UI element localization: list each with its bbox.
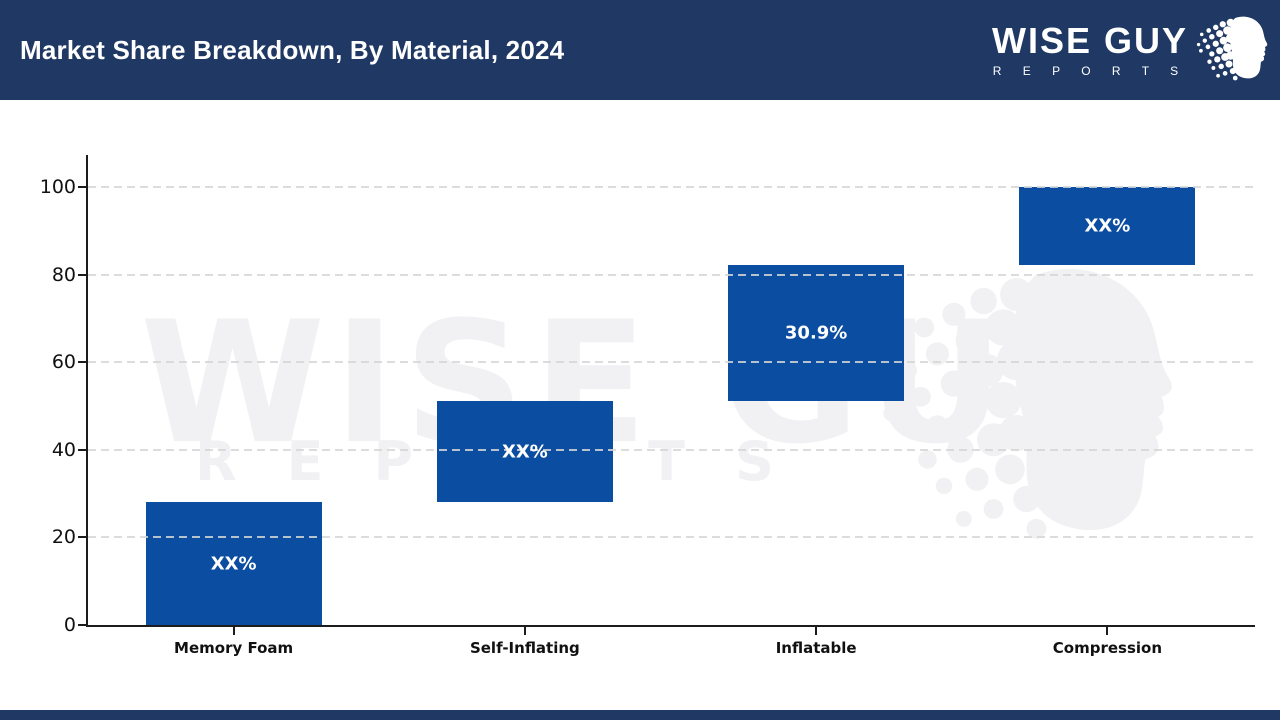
x-tick-mark bbox=[1106, 627, 1109, 635]
x-axis-line bbox=[86, 625, 1255, 627]
y-tick-label: 100 bbox=[39, 176, 76, 198]
y-tick-label: 20 bbox=[51, 526, 76, 549]
y-tick-mark bbox=[78, 448, 86, 451]
y-tick-label: 80 bbox=[51, 263, 76, 286]
x-tick-mark bbox=[523, 627, 526, 635]
x-tick-mark bbox=[232, 627, 235, 635]
bar-segment bbox=[436, 400, 613, 503]
gridline bbox=[88, 361, 1253, 364]
y-tick-label: 0 bbox=[63, 614, 76, 636]
gridline bbox=[88, 536, 1253, 539]
plot-area: 0 20 40 60 80 100 XX% Memory Foam XX% Self-Inflat… bbox=[40, 155, 1255, 657]
y-tick-mark bbox=[78, 361, 86, 364]
y-tick-label: 40 bbox=[51, 438, 76, 461]
y-tick-mark bbox=[78, 273, 86, 276]
y-tick-label: 60 bbox=[51, 351, 76, 374]
bar-segment bbox=[1019, 187, 1196, 266]
x-category-label: Self-Inflating bbox=[469, 639, 580, 657]
bar-segment bbox=[728, 265, 905, 401]
y-tick-mark bbox=[78, 536, 86, 539]
page-title: Market Share Breakdown, By Material, 202… bbox=[20, 34, 565, 65]
x-tick-mark bbox=[815, 627, 818, 635]
y-tick-mark bbox=[78, 186, 86, 188]
gridline bbox=[88, 448, 1253, 451]
x-category-label: Compression bbox=[1052, 639, 1162, 657]
bar-value-label: XX% bbox=[501, 441, 548, 463]
y-tick-mark bbox=[78, 624, 86, 626]
dotted-head-profile-icon bbox=[1196, 16, 1268, 81]
footer-bar bbox=[0, 710, 1280, 720]
x-category-label: Inflatable bbox=[775, 639, 857, 657]
brand-name: WISE GUY bbox=[991, 20, 1188, 61]
bar-segment bbox=[145, 502, 322, 625]
x-category-label: Memory Foam bbox=[174, 639, 294, 657]
bar-value-label: 30.9% bbox=[784, 322, 848, 344]
gridline bbox=[88, 273, 1253, 276]
y-axis-line bbox=[86, 155, 88, 627]
brand-logo: WISE GUY R E P O R T S bbox=[992, 6, 1268, 94]
bar-value-label: XX% bbox=[1084, 215, 1131, 237]
header: Market Share Breakdown, By Material, 202… bbox=[0, 0, 1280, 100]
gridline bbox=[88, 186, 1253, 188]
brand-subtitle: R E P O R T S bbox=[992, 64, 1188, 78]
bar-value-label: XX% bbox=[210, 553, 257, 575]
brand-wordmark: WISE GUY R E P O R T S bbox=[992, 21, 1188, 79]
